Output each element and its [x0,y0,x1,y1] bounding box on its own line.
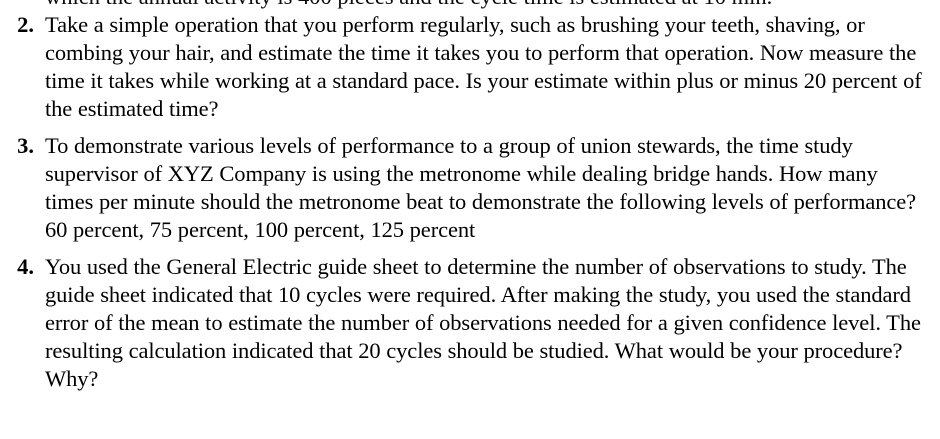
list-item-text: To demonstrate various levels of perform… [45,133,917,242]
list-item-text: You used the General Electric guide shee… [45,254,921,391]
list-item-marker: 3. [17,133,34,158]
list-item: 3. To demonstrate various levels of perf… [0,132,940,244]
clipped-preceding-line: which the annual activity is 400 pieces … [45,0,925,11]
list-item-text: Take a simple operation that you perform… [45,12,922,121]
list-item-marker: 2. [17,12,34,37]
list-item: 2. Take a simple operation that you perf… [0,11,940,123]
list-item-marker: 4. [17,254,34,279]
list-item: 4. You used the General Electric guide s… [0,253,940,393]
numbered-exercise-list: 2. Take a simple operation that you perf… [0,11,940,393]
